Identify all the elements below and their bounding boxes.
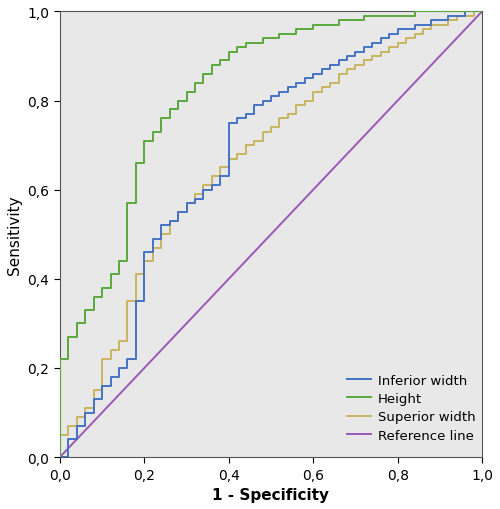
Height	[158, 116, 164, 122]
Inferior width	[57, 454, 63, 460]
Superior width	[57, 454, 63, 460]
Superior width	[370, 54, 376, 60]
Superior width	[158, 232, 164, 238]
Inferior width	[479, 9, 485, 15]
Inferior width	[310, 76, 316, 82]
Height	[370, 14, 376, 20]
Inferior width	[370, 41, 376, 47]
Inferior width	[462, 9, 468, 15]
Superior width	[310, 98, 316, 104]
Height	[352, 18, 358, 24]
Line: Inferior width: Inferior width	[60, 12, 482, 457]
Height	[82, 307, 88, 314]
Y-axis label: Sensitivity: Sensitivity	[7, 195, 22, 274]
Superior width	[82, 405, 88, 411]
Inferior width	[251, 111, 257, 118]
Height	[479, 9, 485, 15]
Inferior width	[158, 223, 164, 229]
Inferior width	[82, 410, 88, 416]
Height	[57, 454, 63, 460]
X-axis label: 1 - Specificity: 1 - Specificity	[212, 487, 330, 502]
Inferior width	[352, 54, 358, 60]
Superior width	[479, 9, 485, 15]
Height	[251, 41, 257, 47]
Superior width	[251, 143, 257, 149]
Height	[412, 9, 418, 15]
Superior width	[470, 9, 476, 15]
Line: Height: Height	[60, 12, 482, 457]
Superior width	[352, 67, 358, 73]
Legend: Inferior width, Height, Superior width, Reference line: Inferior width, Height, Superior width, …	[348, 374, 476, 442]
Height	[310, 27, 316, 33]
Line: Superior width: Superior width	[60, 12, 482, 457]
